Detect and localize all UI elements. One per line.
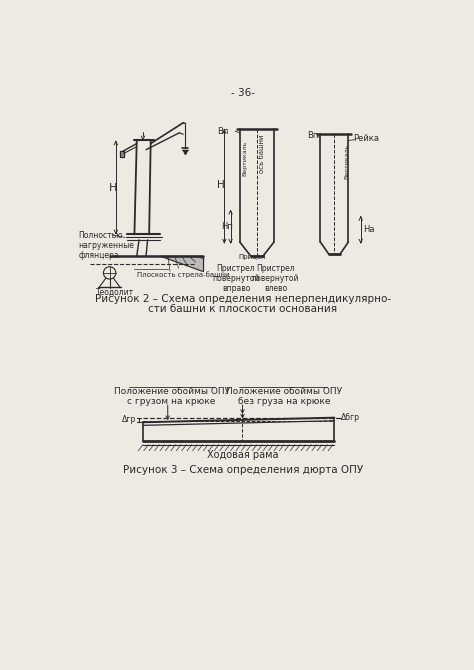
Text: Прицел: Прицел — [238, 254, 266, 260]
Text: H: H — [218, 180, 225, 190]
Text: Δбгр: Δбгр — [341, 413, 360, 422]
Text: Ходовая рама: Ходовая рама — [207, 450, 279, 460]
Text: Вертикаль: Вертикаль — [242, 141, 247, 176]
Text: Рейка: Рейка — [353, 135, 379, 143]
Text: Положение обоймы ОПУ
без груза на крюке: Положение обоймы ОПУ без груза на крюке — [226, 387, 342, 406]
Text: Вп: Вп — [308, 131, 319, 140]
Polygon shape — [120, 151, 124, 157]
Text: Рисунок 2 – Схема определения неперпендикулярно-: Рисунок 2 – Схема определения неперпенди… — [95, 294, 391, 304]
Text: сти башни к плоскости основания: сти башни к плоскости основания — [148, 304, 337, 314]
Text: Плоскость стрела-башни: Плоскость стрела-башни — [137, 271, 229, 278]
Text: H: H — [109, 183, 118, 193]
Text: Вертикаль: Вертикаль — [345, 143, 349, 179]
Text: Полностью
нагруженные
флянцера: Полностью нагруженные флянцера — [79, 230, 135, 261]
Text: Рисунок 3 – Схема определения дюрта ОПУ: Рисунок 3 – Схема определения дюрта ОПУ — [123, 466, 363, 476]
Text: Положение обоймы ОПУ
с грузом на крюке: Положение обоймы ОПУ с грузом на крюке — [114, 387, 230, 406]
Text: Теодолит: Теодолит — [96, 288, 135, 297]
Text: ось башни: ось башни — [259, 135, 265, 174]
Text: Пристрел
повернутой
влево: Пристрел повернутой влево — [252, 264, 299, 293]
Text: Δгр: Δгр — [122, 415, 136, 425]
Text: - 36-: - 36- — [231, 88, 255, 98]
Text: Пристрел
повернутой
вправо: Пристрел повернутой вправо — [212, 264, 260, 293]
Text: Вп: Вп — [218, 127, 229, 136]
Polygon shape — [160, 256, 202, 271]
Text: Нп: Нп — [221, 222, 233, 231]
Text: На: На — [363, 225, 374, 234]
